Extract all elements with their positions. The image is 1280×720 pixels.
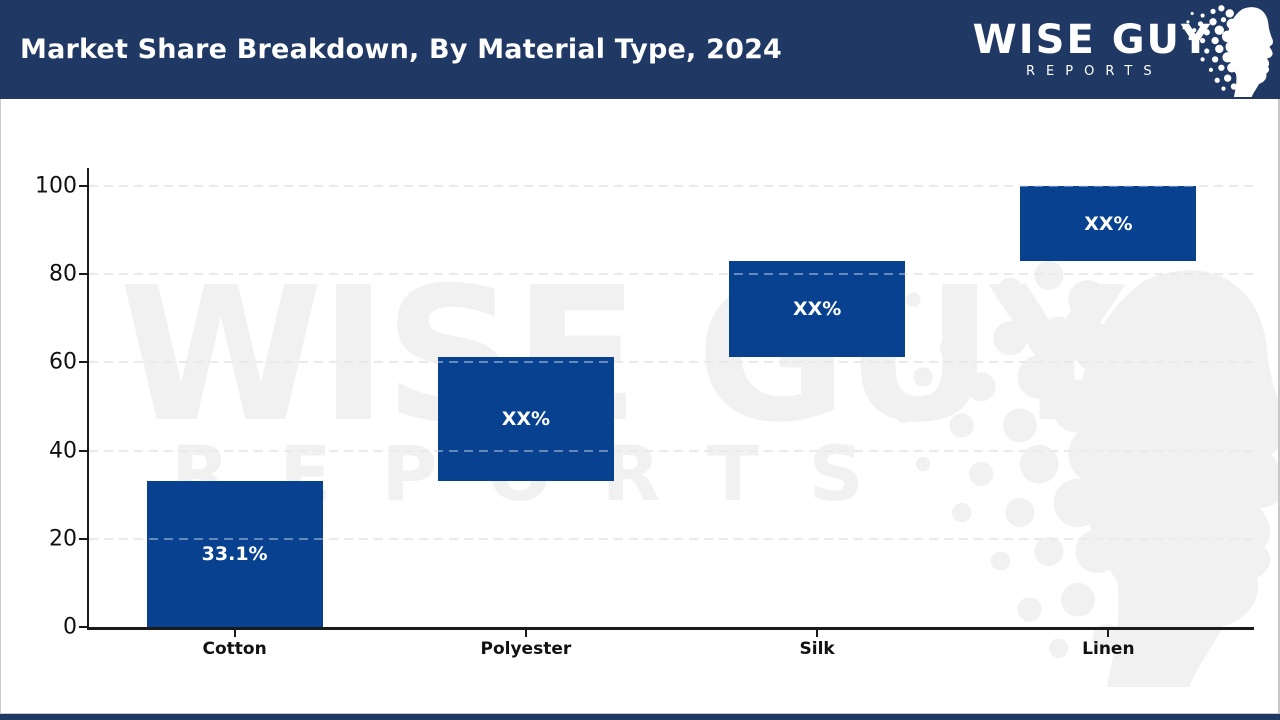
y-tick-mark [79,537,87,540]
header-bar: Market Share Breakdown, By Material Type… [0,0,1280,99]
y-tick-label: 60 [49,349,77,375]
y-tick-label: 0 [63,614,77,640]
gridline-overlay [89,537,1254,540]
y-tick-label: 20 [49,526,77,552]
bar-value-label: XX% [792,298,842,321]
watermark-text: WISE GUY [119,247,1124,463]
gridline [89,361,1254,364]
chart-area: WISE GUY REPORTS 33.1%CottonXX%Polyester… [0,99,1280,714]
brand-logo: WISE GUY REPORTS [973,0,1280,99]
y-tick-label: 100 [35,173,77,199]
gridline-overlay [89,185,1254,187]
bar-cotton [146,481,323,627]
brand-wordmark: WISE GUY REPORTS [973,20,1212,79]
y-tick-mark [79,449,87,452]
x-tick-label: Silk [799,639,835,659]
y-tick-label: 40 [49,438,77,464]
bar-value-label: 33.1% [201,543,268,565]
brand-subtitle: REPORTS [1026,64,1163,79]
x-tick-label: Polyester [480,639,572,659]
y-tick-label: 80 [49,261,77,287]
gridline [89,449,1254,452]
x-tick-mark [524,630,527,637]
x-tick-mark [233,630,236,637]
bar-polyester [437,357,614,481]
gridline-overlay [89,361,1254,364]
x-tick-mark [816,630,819,637]
y-tick-mark [79,273,87,276]
brand-name: WISE GUY [972,17,1212,63]
gridline [89,273,1254,276]
gridline-overlay [89,273,1254,276]
bar-linen [1020,186,1197,262]
y-tick-mark [79,361,87,364]
chart-title: Market Share Breakdown, By Material Type… [20,34,783,65]
footer-accent-bar [0,714,1280,720]
y-tick-mark [79,185,87,187]
x-tick-label: Cotton [202,639,267,659]
x-tick-mark [1107,630,1110,637]
y-tick-mark [79,626,87,628]
gridline-overlay [89,449,1254,452]
gridline [89,185,1254,187]
bar-value-label: XX% [1084,212,1133,235]
gridline [89,537,1254,540]
x-tick-label: Linen [1082,639,1135,659]
x-axis-line [87,627,1254,630]
bar-value-label: XX% [501,408,551,431]
y-axis-line [87,168,89,629]
